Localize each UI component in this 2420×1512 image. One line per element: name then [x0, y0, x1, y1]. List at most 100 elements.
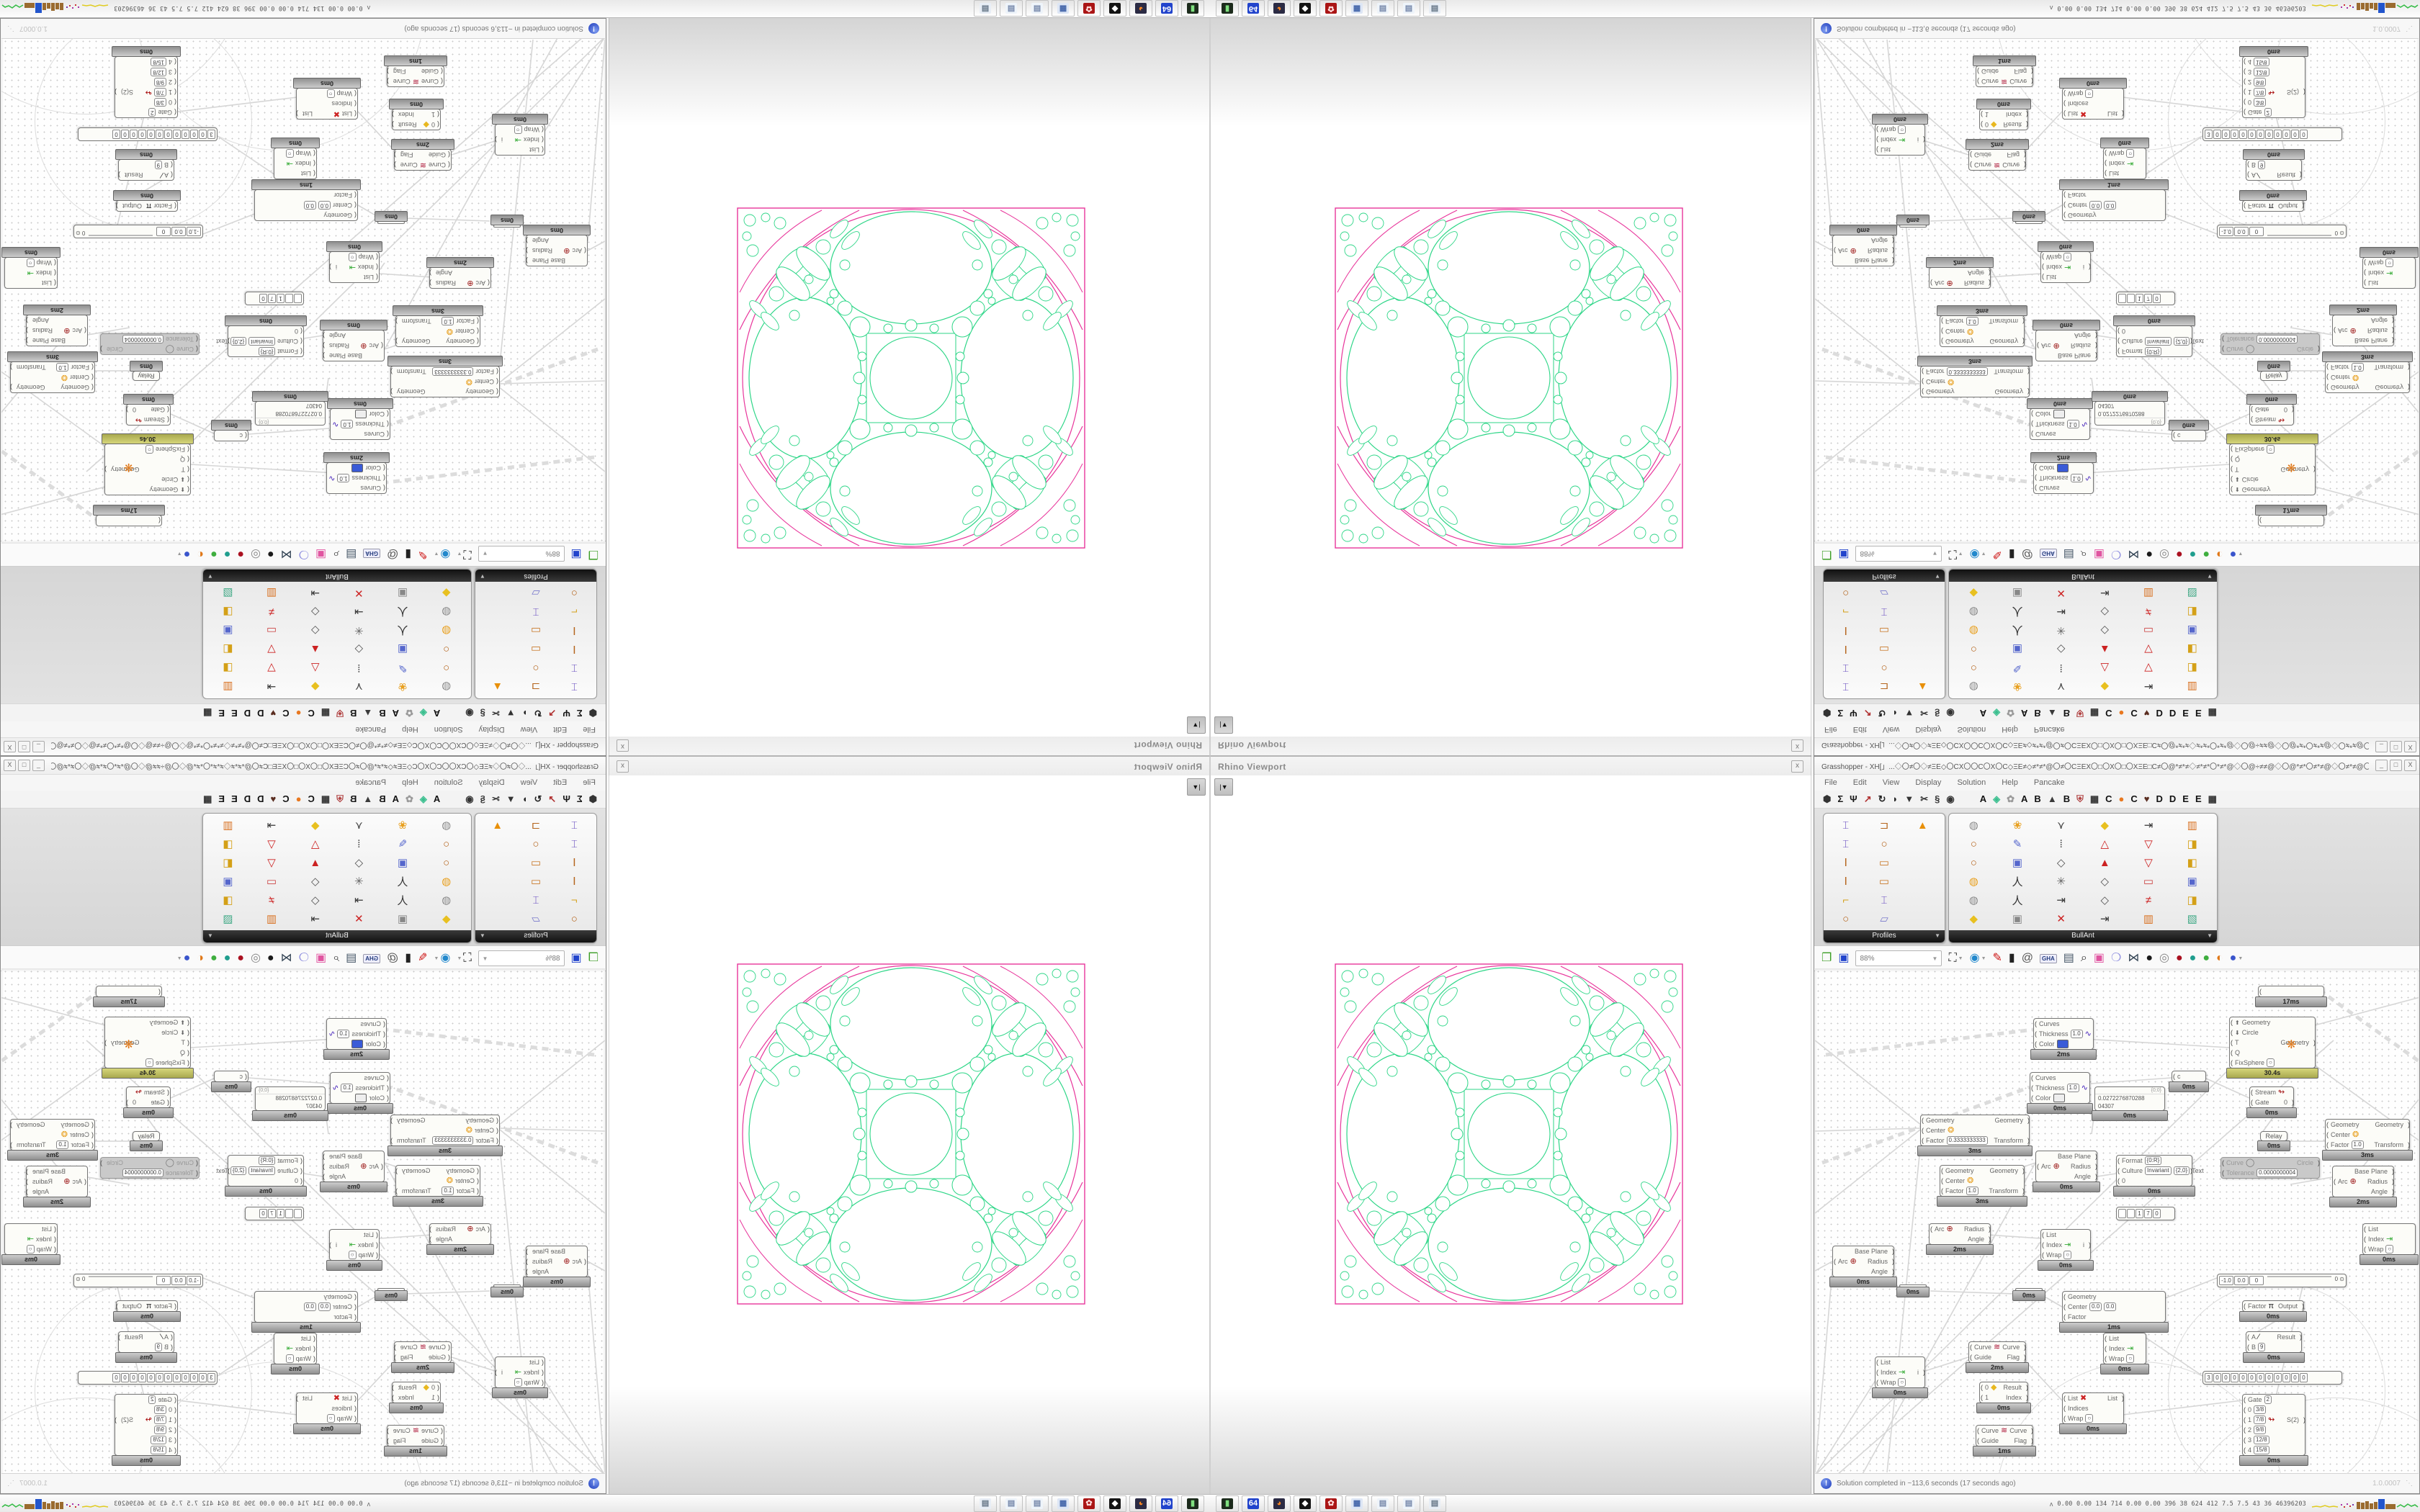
- slider-cell[interactable]: 0: [2291, 1373, 2299, 1382]
- plugin-tab[interactable]: C: [2130, 793, 2138, 804]
- save-file-icon[interactable]: ▣: [570, 548, 582, 560]
- palette-component-icon[interactable]: ⊐: [1879, 819, 1889, 832]
- plugin-tab[interactable]: A: [433, 793, 441, 804]
- value-box[interactable]: 9/8: [153, 1426, 166, 1434]
- palette-component-icon[interactable]: ⇥: [2100, 587, 2110, 599]
- plugin-tab[interactable]: B: [2063, 793, 2071, 804]
- slider-cell[interactable]: 1: [277, 294, 284, 303]
- slider-cell[interactable]: 0: [112, 1373, 120, 1382]
- palette-component-icon[interactable]: ○: [443, 837, 450, 850]
- shuffle-icon[interactable]: ⋈: [2128, 548, 2140, 560]
- menu-item-help[interactable]: Help: [2002, 725, 2018, 734]
- value-box[interactable]: Invariant: [2145, 1166, 2172, 1175]
- category-tab-icon[interactable]: ⬢: [1823, 708, 1832, 719]
- slider-cell[interactable]: 0: [2274, 130, 2282, 139]
- node-listitem-4[interactable]: ListIndex⇥Wrap○0ms: [2100, 1333, 2149, 1374]
- node-pi[interactable]: FactorπOutput0ms: [113, 1300, 181, 1322]
- node-arc-1[interactable]: Base PlaneArc⊕RadiusAngle0ms: [2033, 1151, 2100, 1192]
- palette-component-icon[interactable]: ◧: [2187, 643, 2197, 655]
- node-scalenu[interactable]: GeometryCenter0.00.0Factor1ms: [2059, 179, 2169, 221]
- palette-component-icon[interactable]: △: [2100, 662, 2110, 674]
- palette-component-icon[interactable]: ⇥: [310, 587, 320, 599]
- palette-component-icon[interactable]: Ⅰ: [1844, 876, 1847, 888]
- menu-item-view[interactable]: View: [1882, 778, 1900, 787]
- value-box[interactable]: 0.0000000004: [2257, 335, 2298, 343]
- palette-component-icon[interactable]: [1904, 909, 1942, 928]
- slider-cell[interactable]: 0: [2265, 1373, 2273, 1382]
- palette-component-icon[interactable]: ⌐: [1842, 606, 1850, 618]
- category-tab-icon[interactable]: ✂: [491, 708, 500, 719]
- palette-component-icon[interactable]: ▧: [223, 587, 233, 599]
- node-relay-3[interactable]: 0ms: [2012, 1288, 2045, 1301]
- node-listitem-2[interactable]: ListIndex⇥iWrap○0ms: [1872, 114, 1928, 156]
- palette-component-icon[interactable]: [1904, 853, 1942, 872]
- plugin-tab[interactable]: C: [2105, 793, 2112, 804]
- value-box[interactable]: 7/8: [2254, 88, 2267, 96]
- palette-component-icon[interactable]: ○: [532, 662, 539, 675]
- category-tab-icon[interactable]: ◗: [1892, 708, 1899, 719]
- palette-component-icon[interactable]: ◇: [310, 606, 320, 618]
- plugin-tab[interactable]: ▦: [2089, 793, 2099, 804]
- palette-component-icon[interactable]: ○: [1970, 662, 1977, 675]
- value-box[interactable]: 9: [154, 1343, 162, 1351]
- category-tab-icon[interactable]: Ψ: [563, 708, 570, 719]
- preview-eye-icon[interactable]: ◉: [440, 952, 451, 964]
- slider-cell[interactable]: 0: [138, 130, 146, 139]
- palette-component-icon[interactable]: ▥: [223, 819, 233, 832]
- chevron-down-icon[interactable]: ▼: [2238, 955, 2244, 961]
- menu-item-solution[interactable]: Solution: [434, 725, 463, 734]
- color-swatch[interactable]: [351, 1040, 364, 1048]
- save-file-icon[interactable]: ▣: [1838, 548, 1850, 560]
- chevron-down-icon[interactable]: ▼: [1958, 955, 1963, 961]
- category-tab-icon[interactable]: ◉: [465, 708, 474, 719]
- at-icon[interactable]: @: [387, 952, 399, 964]
- node-listitem-1[interactable]: ListIndex⇥iWrap○0ms: [326, 241, 382, 283]
- node-relay-1[interactable]: Relay 0ms: [130, 1131, 163, 1151]
- plugin-tab[interactable]: ◈: [1993, 793, 2001, 804]
- value-box[interactable]: ○: [2126, 149, 2135, 158]
- slider-cell[interactable]: 0: [2231, 130, 2238, 139]
- slider-cell[interactable]: 0: [130, 130, 138, 139]
- palette-component-icon[interactable]: Ⅰ: [573, 624, 576, 636]
- palette-component-icon[interactable]: ◆: [2100, 680, 2110, 693]
- slider-cell[interactable]: 0: [112, 130, 120, 139]
- node-dispatch[interactable]: 0◆Result1Index0ms: [389, 1382, 444, 1413]
- minimize-button[interactable]: _: [2375, 741, 2388, 752]
- plugin-tab[interactable]: ▦: [321, 793, 331, 804]
- palette-component-icon[interactable]: [478, 834, 516, 853]
- ball-orange-icon[interactable]: ◐: [197, 952, 205, 964]
- palette-component-icon[interactable]: ⇥: [354, 606, 364, 618]
- zoom-extents-icon[interactable]: ⛶: [463, 548, 472, 560]
- palette-component-icon[interactable]: [478, 909, 516, 928]
- category-tab-icon[interactable]: ✂: [1920, 793, 1929, 804]
- category-tab-icon[interactable]: ↗: [548, 708, 557, 719]
- palette-component-icon[interactable]: ⌶: [1881, 894, 1888, 906]
- value-box[interactable]: 0.3333333333: [432, 1136, 474, 1145]
- node-listitem-2[interactable]: ListIndex⇥iWrap○0ms: [492, 114, 548, 156]
- category-tab-icon[interactable]: §: [1935, 793, 1940, 804]
- maximize-button[interactable]: □: [18, 760, 30, 771]
- bulb-icon[interactable]: ❍: [298, 548, 310, 560]
- value-box[interactable]: 3/8: [2254, 98, 2267, 107]
- palette-component-icon[interactable]: ✎: [398, 838, 408, 850]
- palette-component-icon[interactable]: [1904, 640, 1942, 659]
- minimize-button[interactable]: _: [32, 741, 45, 752]
- preview-wire-icon[interactable]: ◎: [2159, 952, 2169, 964]
- bake-icon[interactable]: ▮: [405, 548, 412, 560]
- slider-cell[interactable]: 0: [2300, 1373, 2308, 1382]
- gha-icon[interactable]: GHA: [2039, 953, 2057, 963]
- plugin-tab[interactable]: ●: [2118, 708, 2125, 719]
- value-box[interactable]: 9/8: [2254, 1426, 2267, 1434]
- preview-shaded-icon[interactable]: ●: [2175, 952, 2183, 964]
- palette-component-icon[interactable]: ▱: [1880, 587, 1888, 599]
- palette-component-icon[interactable]: ▲: [492, 680, 503, 693]
- value-box[interactable]: ○: [2385, 1245, 2394, 1254]
- palette-component-icon[interactable]: 人: [397, 876, 408, 888]
- palette-component-icon[interactable]: 人: [2012, 605, 2023, 618]
- plugin-tab[interactable]: D: [2169, 793, 2177, 804]
- bake-icon[interactable]: ▮: [2008, 548, 2015, 560]
- palette-component-icon[interactable]: ◍: [1968, 624, 1978, 636]
